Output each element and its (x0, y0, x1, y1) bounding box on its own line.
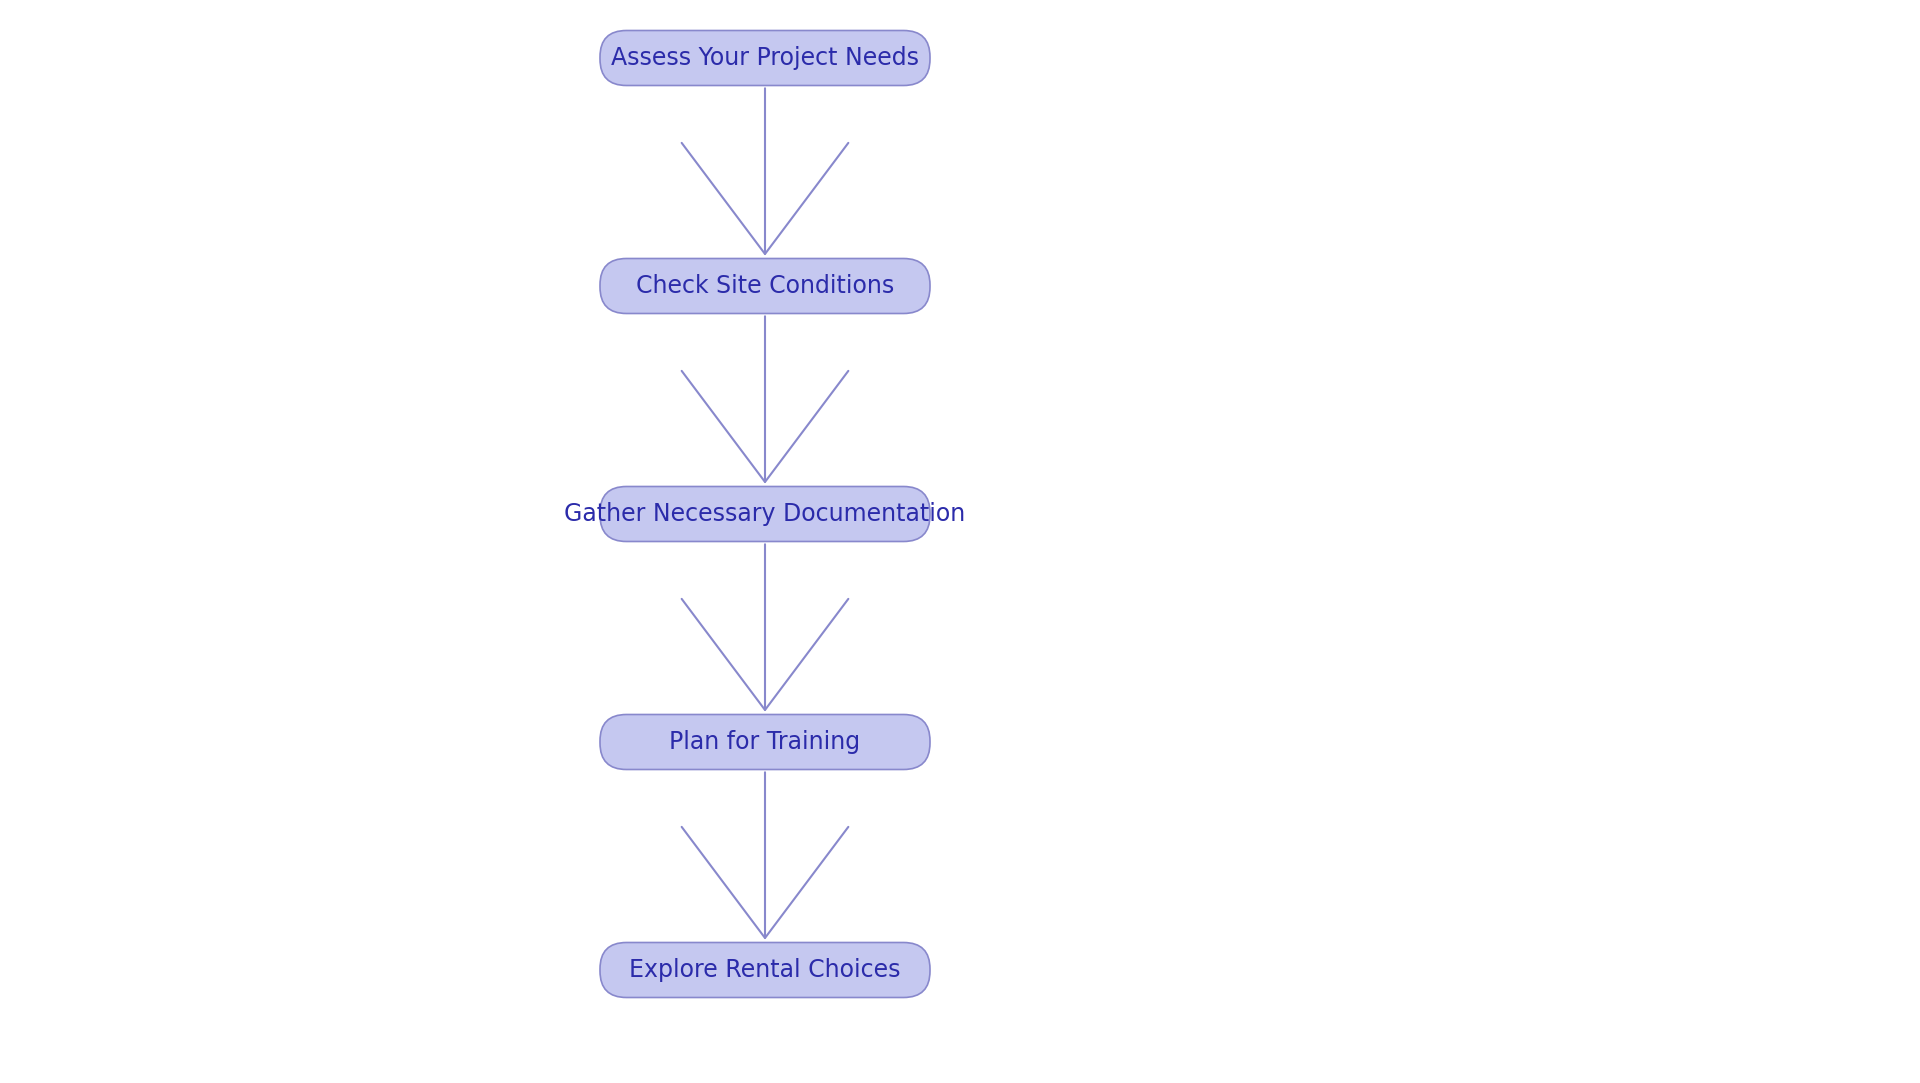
Text: Check Site Conditions: Check Site Conditions (636, 274, 895, 298)
Text: Assess Your Project Needs: Assess Your Project Needs (611, 45, 920, 70)
FancyBboxPatch shape (599, 942, 929, 997)
FancyBboxPatch shape (599, 715, 929, 770)
FancyBboxPatch shape (599, 486, 929, 542)
Text: Plan for Training: Plan for Training (670, 730, 860, 754)
Text: Explore Rental Choices: Explore Rental Choices (630, 958, 900, 982)
Text: Gather Necessary Documentation: Gather Necessary Documentation (564, 503, 966, 526)
FancyBboxPatch shape (599, 259, 929, 313)
FancyBboxPatch shape (599, 30, 929, 86)
